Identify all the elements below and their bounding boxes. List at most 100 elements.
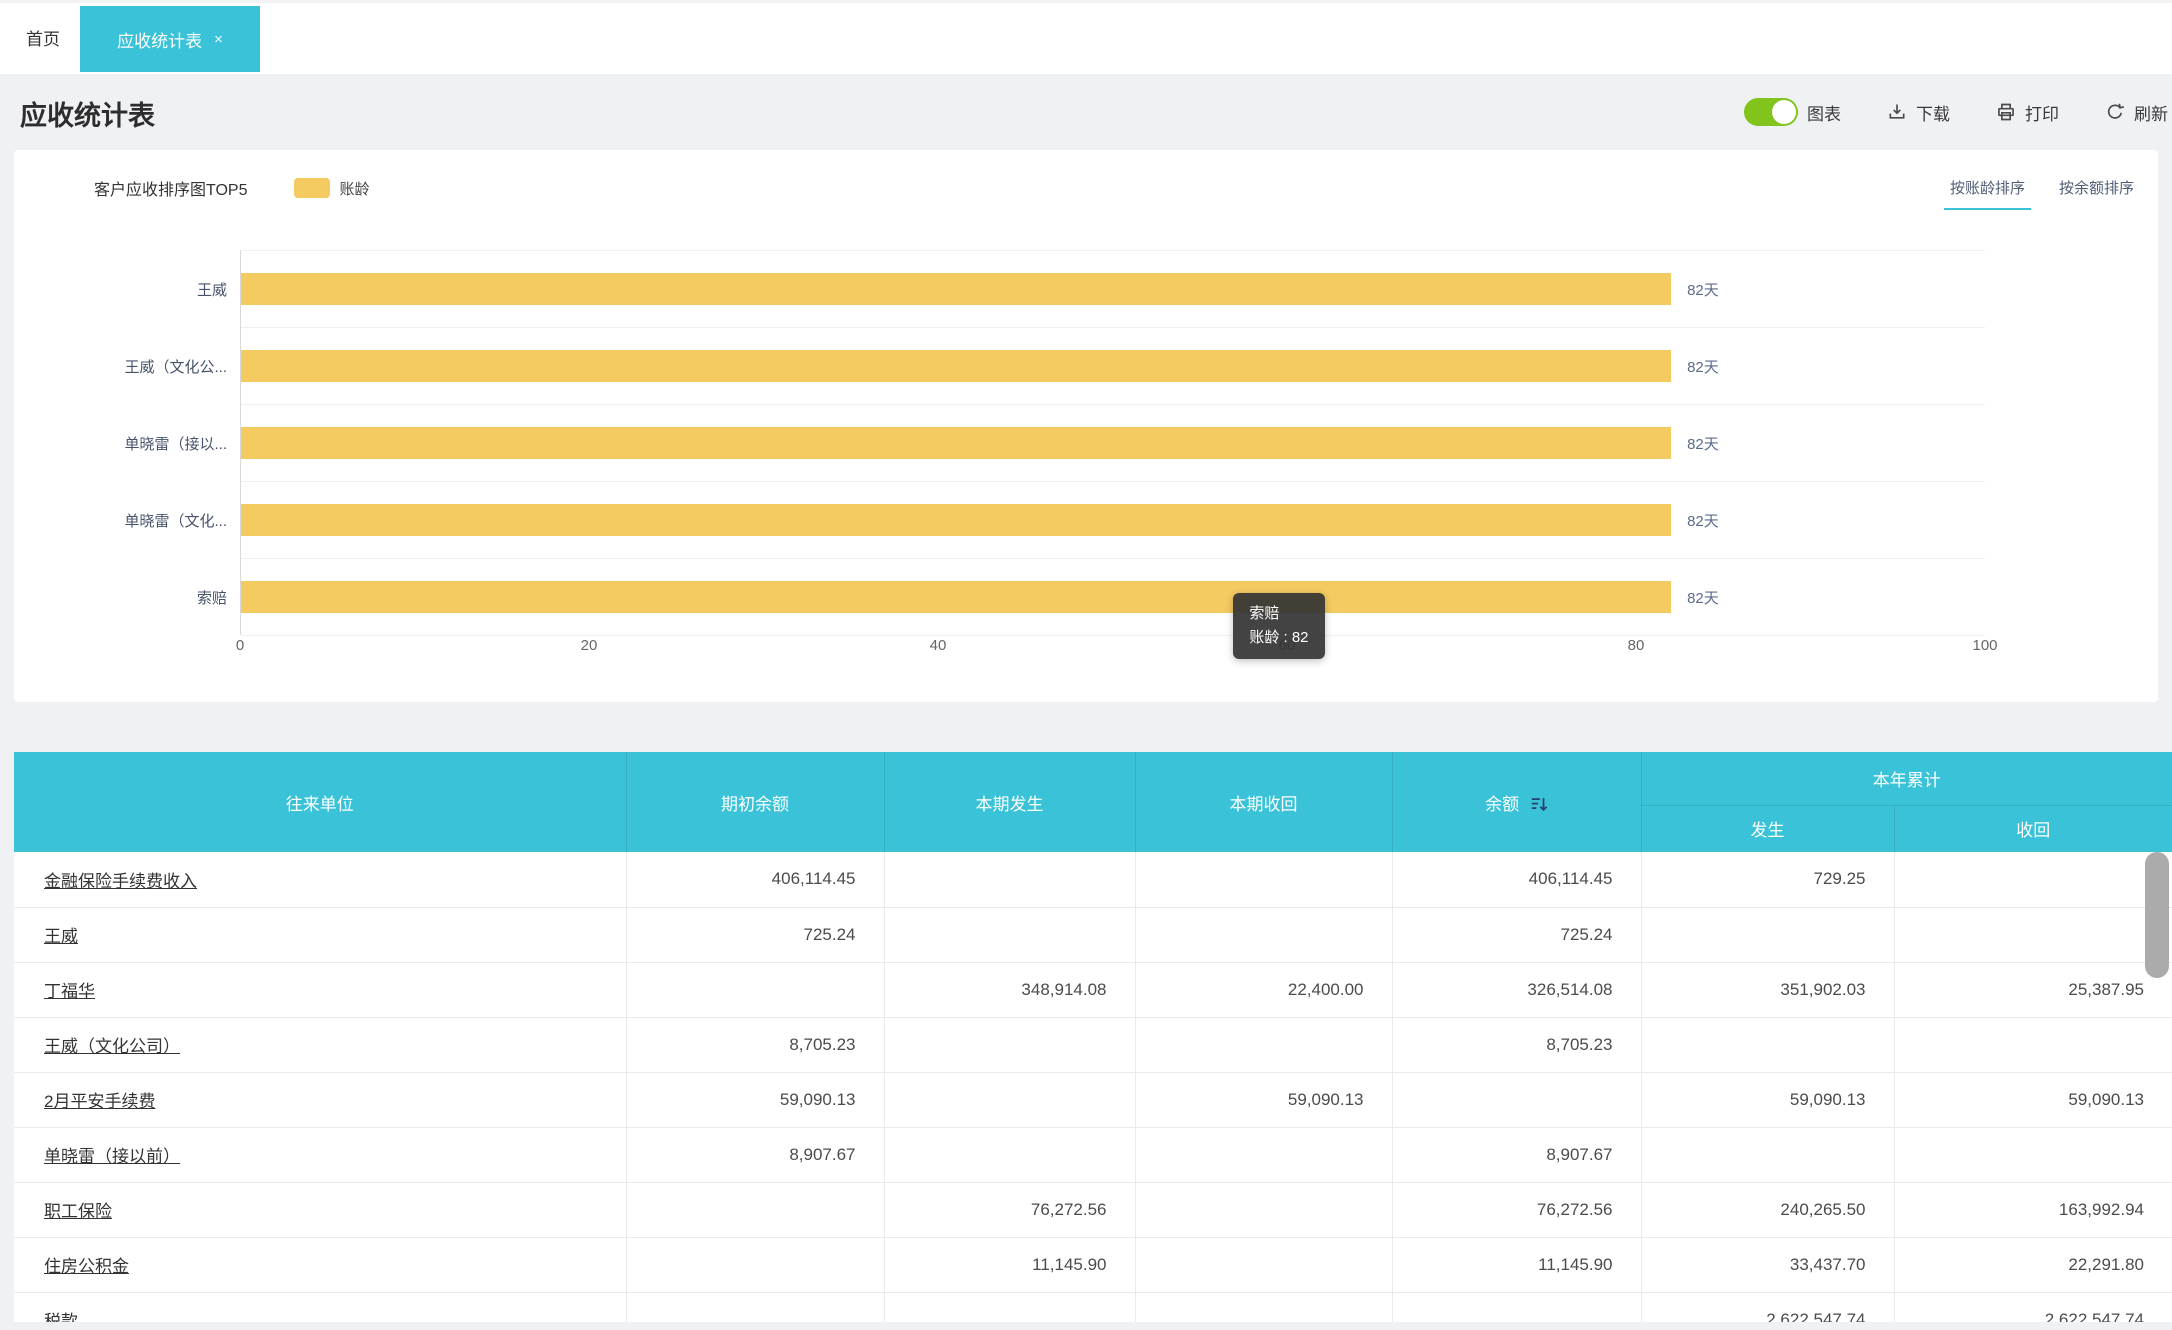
chart-band: 单晓雷（文化... 82天 [124,482,1985,559]
cell: 8,907.67 [626,1127,885,1183]
col-header-opening-balance: 期初余额 [626,752,885,852]
unit-link[interactable]: 丁福华 [44,982,95,1001]
cell [884,1072,1136,1128]
unit-link[interactable]: 职工保险 [44,1202,112,1221]
legend-aging[interactable]: 账龄 [293,178,370,199]
chart-title: 客户应收排序图TOP5 [94,182,248,199]
cell: 59,090.13 [1135,1072,1393,1128]
bar[interactable] [241,350,1672,382]
tab-receivable-stats[interactable]: 应收统计表 × [80,6,260,72]
cell [626,1182,885,1238]
cell [1135,852,1393,908]
cell: 76,272.56 [884,1182,1136,1238]
cell [626,1292,885,1322]
col-header-ytd-received: 收回 [1894,805,2172,852]
col-header-period-received: 本期收回 [1135,752,1393,852]
sort-descending-icon [1531,797,1548,811]
unit-link[interactable]: 单晓雷（接以前） [44,1147,180,1166]
table-row: 王威（文化公司） 8,705.23 8,705.23 [14,1017,2172,1073]
chart-toggle-label: 图表 [1807,104,1841,124]
unit-link[interactable]: 王威（文化公司） [44,1037,180,1056]
unit-link[interactable]: 王威 [44,927,78,946]
cell [1135,1237,1393,1293]
chart-toggle[interactable]: 图表 [1744,98,1841,126]
tooltip-title: 索赔 [1249,605,1280,622]
category-label: 王威 [196,281,227,299]
bar[interactable] [241,273,1672,305]
x-tick: 80 [1627,637,1645,654]
col-header-unit: 往来单位 [14,752,627,852]
cell: 326,514.08 [1392,962,1642,1018]
cell: 25,387.95 [1894,962,2172,1018]
cell: 11,145.90 [1392,1237,1642,1293]
print-label: 打印 [2025,104,2059,124]
cell: 406,114.45 [626,852,885,908]
cell: 22,291.80 [1894,1237,2172,1293]
bar[interactable] [241,581,1672,613]
sort-by-aging-tab[interactable]: 按账龄排序 [1943,177,2032,210]
bar[interactable] [241,427,1672,459]
legend-label: 账龄 [339,180,370,198]
col-header-ytd-incurred: 发生 [1641,805,1895,852]
cell [1392,1292,1642,1322]
table-row: 住房公积金 11,145.90 11,145.90 33,437.70 22,2… [14,1237,2172,1293]
bar-value-label: 82天 [1687,281,1719,299]
bar[interactable] [241,504,1672,536]
unit-link[interactable]: 税款 [44,1312,78,1322]
cell: 240,265.50 [1641,1182,1895,1238]
cell: 348,914.08 [884,962,1136,1018]
toggle-on-icon[interactable] [1744,98,1798,126]
table-row: 单晓雷（接以前） 8,907.67 8,907.67 [14,1127,2172,1183]
print-icon [1996,102,2016,122]
sort-by-balance-tab[interactable]: 按余额排序 [2058,179,2134,197]
refresh-button[interactable]: 刷新 [2105,100,2168,125]
close-icon[interactable]: × [214,30,223,48]
cell: 8,907.67 [1392,1127,1642,1183]
x-tick: 100 [1972,637,1998,654]
chart-band: 单晓雷（接以... 82天 [124,405,1985,482]
chart-band: 索赔 82天 [197,559,1985,636]
col-header-balance[interactable]: 余额 [1392,752,1642,852]
cell [1135,907,1393,963]
cell: 76,272.56 [1392,1182,1642,1238]
balance-label: 余额 [1485,794,1520,814]
x-tick: 40 [929,637,947,654]
category-label: 王威（文化公... [124,358,227,376]
download-icon [1887,102,1907,122]
cell [884,907,1136,963]
tab-label: 应收统计表 [117,31,203,51]
category-label: 单晓雷（文化... [124,512,227,530]
cell: 2,622,547.74 [1894,1292,2172,1322]
bar-value-label: 82天 [1687,435,1719,453]
category-label: 单晓雷（接以... [124,435,227,453]
cell: 163,992.94 [1894,1182,2172,1238]
cell [1135,1292,1393,1322]
tab-home[interactable]: 首页 [26,30,60,49]
vertical-scrollbar-thumb[interactable] [2145,852,2169,978]
cell [1894,852,2172,908]
x-axis: 0 20 40 60 80 100 [236,637,1998,659]
bar-value-label: 82天 [1687,589,1719,607]
cell: 59,090.13 [1894,1072,2172,1128]
chart-header: 客户应收排序图TOP5 账龄 按账龄排序 按余额排序 [94,176,2134,210]
unit-link[interactable]: 金融保险手续费收入 [44,871,197,891]
cell: 406,114.45 [1392,852,1642,908]
cell: 8,705.23 [1392,1017,1642,1073]
legend-swatch-icon [293,178,330,198]
download-button[interactable]: 下载 [1887,100,1950,125]
unit-link[interactable]: 住房公积金 [44,1257,129,1276]
table-row: 2月平安手续费 59,090.13 59,090.13 59,090.13 59… [14,1072,2172,1128]
toggle-knob [1772,100,1796,124]
cell: 33,437.70 [1641,1237,1895,1293]
unit-link[interactable]: 2月平安手续费 [44,1092,156,1111]
category-label: 索赔 [196,589,227,607]
cell: 11,145.90 [884,1237,1136,1293]
print-button[interactable]: 打印 [1996,100,2059,125]
cell [1135,1182,1393,1238]
bar-chart-plot: 王威 82天 王威（文化公... 82天 单晓雷（接以... 82天 单晓雷（文… [124,250,1985,659]
bar-value-label: 82天 [1687,512,1719,530]
chart-band: 王威（文化公... 82天 [124,328,1985,405]
download-label: 下载 [1916,104,1950,124]
refresh-icon [2105,102,2125,122]
cell: 8,705.23 [626,1017,885,1073]
